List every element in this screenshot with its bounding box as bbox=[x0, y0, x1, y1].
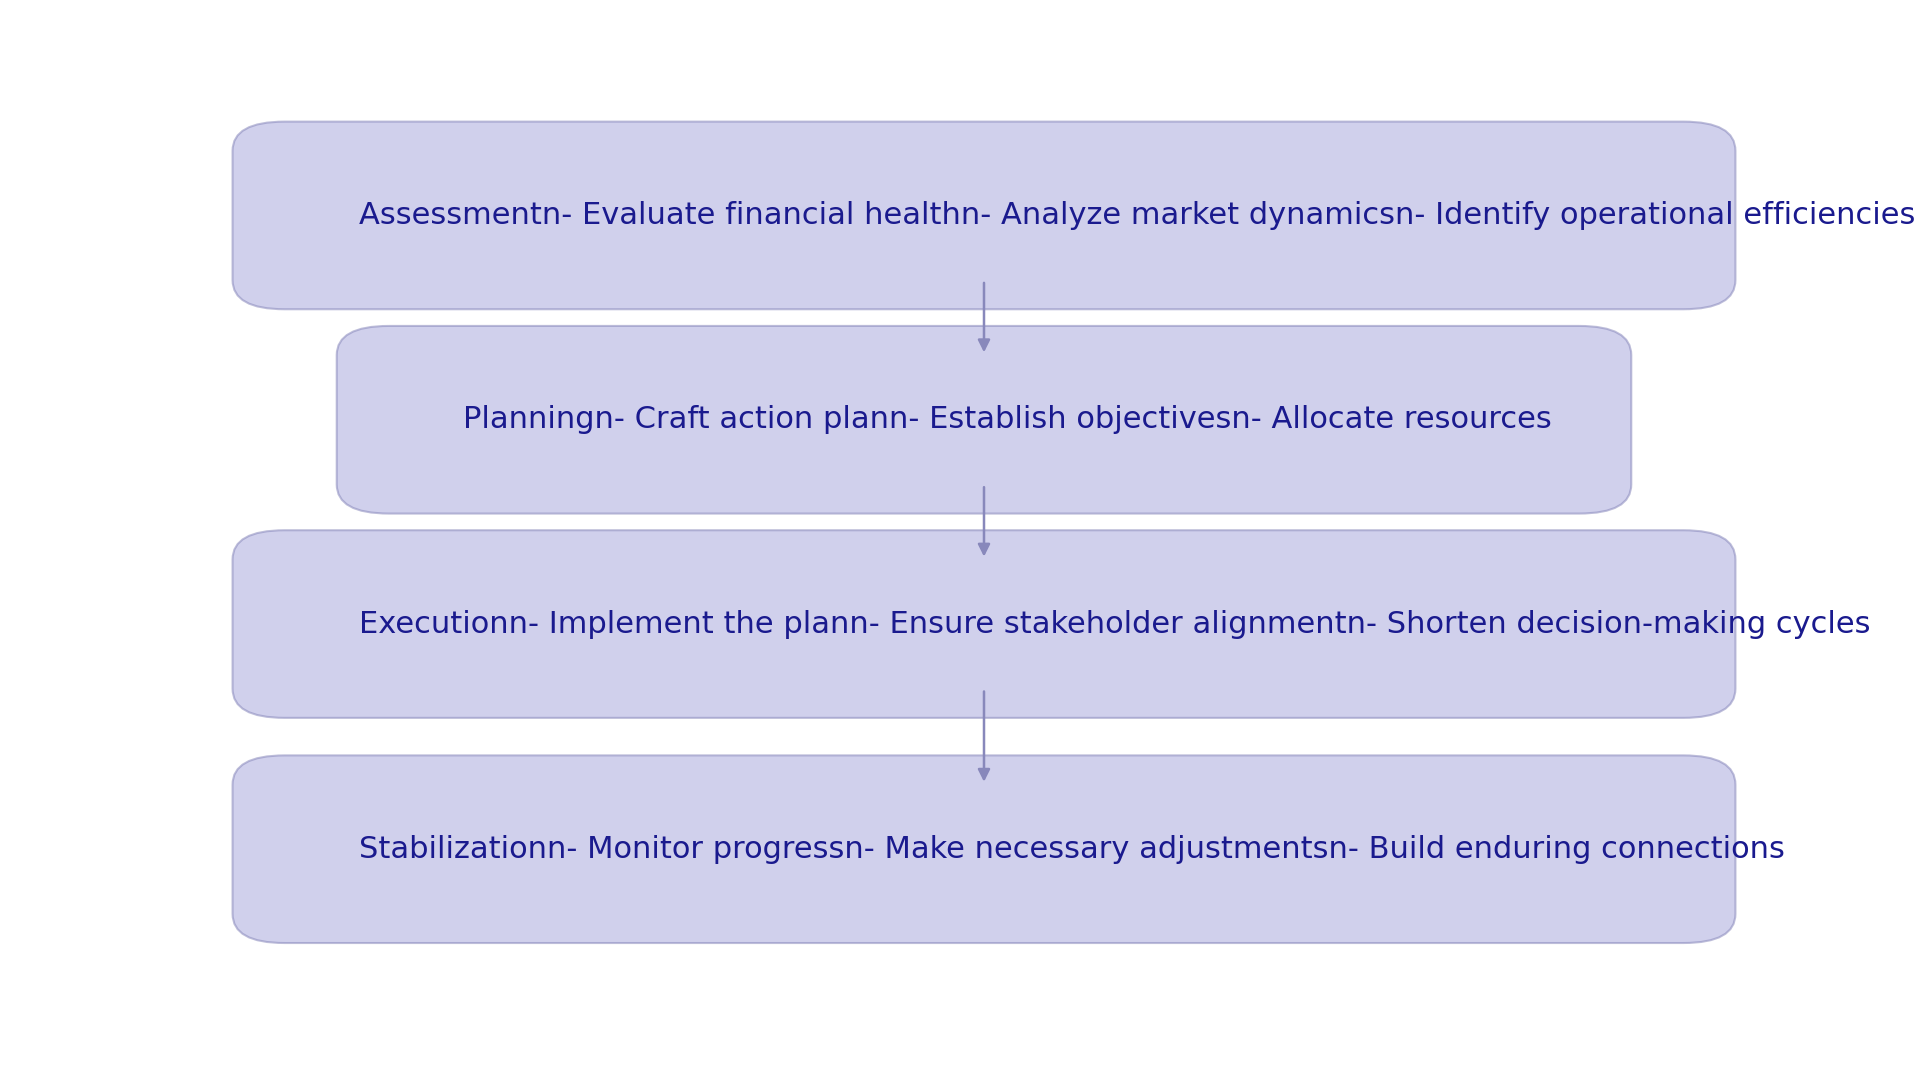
Text: Planningn- Craft action plann- Establish objectivesn- Allocate resources: Planningn- Craft action plann- Establish… bbox=[463, 405, 1551, 434]
Text: Executionn- Implement the plann- Ensure stakeholder alignmentn- Shorten decision: Executionn- Implement the plann- Ensure … bbox=[359, 610, 1870, 639]
Text: Stabilizationn- Monitor progressn- Make necessary adjustmentsn- Build enduring c: Stabilizationn- Monitor progressn- Make … bbox=[359, 835, 1786, 864]
FancyBboxPatch shape bbox=[232, 756, 1736, 943]
FancyBboxPatch shape bbox=[336, 326, 1632, 513]
Text: Assessmentn- Evaluate financial healthn- Analyze market dynamicsn- Identify oper: Assessmentn- Evaluate financial healthn-… bbox=[359, 201, 1916, 230]
FancyBboxPatch shape bbox=[232, 121, 1736, 310]
FancyBboxPatch shape bbox=[232, 531, 1736, 718]
